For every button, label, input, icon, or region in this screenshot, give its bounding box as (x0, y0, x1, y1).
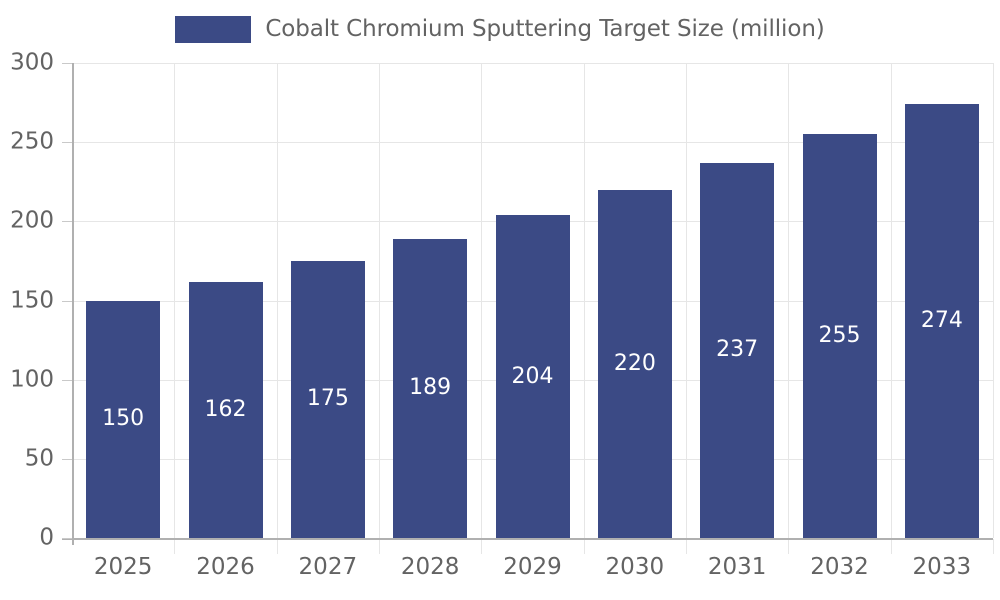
gridline-vertical (993, 63, 994, 538)
legend-label: Cobalt Chromium Sputtering Target Size (… (265, 16, 825, 42)
gridline-vertical (481, 63, 482, 538)
x-axis-tick-label: 2027 (298, 554, 358, 580)
y-axis-tick-label: 100 (10, 366, 54, 393)
x-axis-tick-label: 2026 (196, 554, 255, 580)
y-axis-tick-mark (62, 379, 72, 381)
bar[interactable] (802, 134, 877, 538)
chart-legend: Cobalt Chromium Sputtering Target Size (… (0, 0, 1000, 58)
x-axis-tick-label: 2025 (93, 554, 153, 580)
y-axis-tick-mark (62, 538, 72, 539)
bar-value-label: 255 (818, 323, 861, 349)
bar[interactable] (393, 238, 468, 538)
x-axis-tick-label: 2029 (503, 554, 562, 580)
bar-value-label: 189 (409, 375, 452, 401)
bar-value-label: 150 (102, 406, 145, 432)
x-axis-tick-label: 2031 (707, 554, 767, 580)
legend-color-swatch (175, 15, 252, 43)
x-axis-tick-label: 2030 (605, 554, 665, 580)
y-axis-spine (72, 63, 74, 545)
bar[interactable] (904, 104, 979, 538)
x-axis-tick-mark (891, 539, 892, 554)
gridline-vertical (891, 63, 892, 538)
y-axis-tick-label: 250 (10, 128, 54, 155)
bar-value-label: 220 (613, 350, 656, 376)
bar-value-label: 175 (306, 386, 349, 412)
gridline-vertical (379, 63, 380, 538)
gridline-vertical (174, 63, 175, 538)
y-axis-tick-label: 300 (10, 49, 54, 76)
bar-value-label: 162 (204, 396, 247, 422)
plot-area: 150 162 175 189 204 220 237 255 274 (72, 63, 994, 554)
y-axis-tick-label: 0 (39, 524, 54, 551)
x-axis-tick-mark (993, 539, 994, 554)
bar[interactable] (495, 215, 570, 538)
gridline-vertical (788, 63, 789, 538)
bar[interactable] (188, 281, 263, 538)
bar[interactable] (290, 260, 365, 538)
x-axis-tick-label: 2032 (810, 554, 869, 580)
gridline-horizontal (72, 63, 993, 64)
x-axis-tick-label: 2028 (400, 554, 460, 580)
x-axis-tick-mark (481, 539, 482, 554)
y-axis-tick-mark (62, 142, 72, 144)
bar[interactable] (700, 162, 775, 538)
y-axis-tick-mark (62, 63, 72, 64)
x-axis-tick-mark (584, 539, 585, 554)
y-axis-tick-label: 50 (24, 445, 54, 472)
gridline-vertical (277, 63, 278, 538)
bar-value-label: 274 (920, 308, 963, 334)
gridline-horizontal (72, 142, 993, 144)
y-axis-tick-mark (62, 458, 72, 460)
bar-value-label: 237 (716, 337, 759, 363)
y-axis-tick-mark (62, 221, 72, 223)
x-axis-spine (62, 538, 993, 540)
x-axis-tick-mark (277, 539, 278, 554)
gridline-vertical (584, 63, 585, 538)
x-axis-tick-mark (788, 539, 789, 554)
x-axis-tick-mark (174, 539, 175, 554)
legend-entry-cobalt-chromium[interactable]: Cobalt Chromium Sputtering Target Size (… (175, 15, 825, 43)
gridline-vertical (686, 63, 687, 538)
x-axis-tick-label: 2033 (912, 554, 972, 580)
y-axis-tick-label: 150 (10, 287, 54, 313)
x-axis-tick-mark (379, 539, 380, 554)
bar-value-label: 204 (511, 363, 554, 389)
y-axis-tick-mark (62, 300, 72, 302)
y-axis-tick-label: 200 (10, 207, 54, 234)
x-axis-tick-mark (686, 539, 687, 554)
bar[interactable] (86, 300, 161, 538)
bar[interactable] (597, 189, 672, 538)
